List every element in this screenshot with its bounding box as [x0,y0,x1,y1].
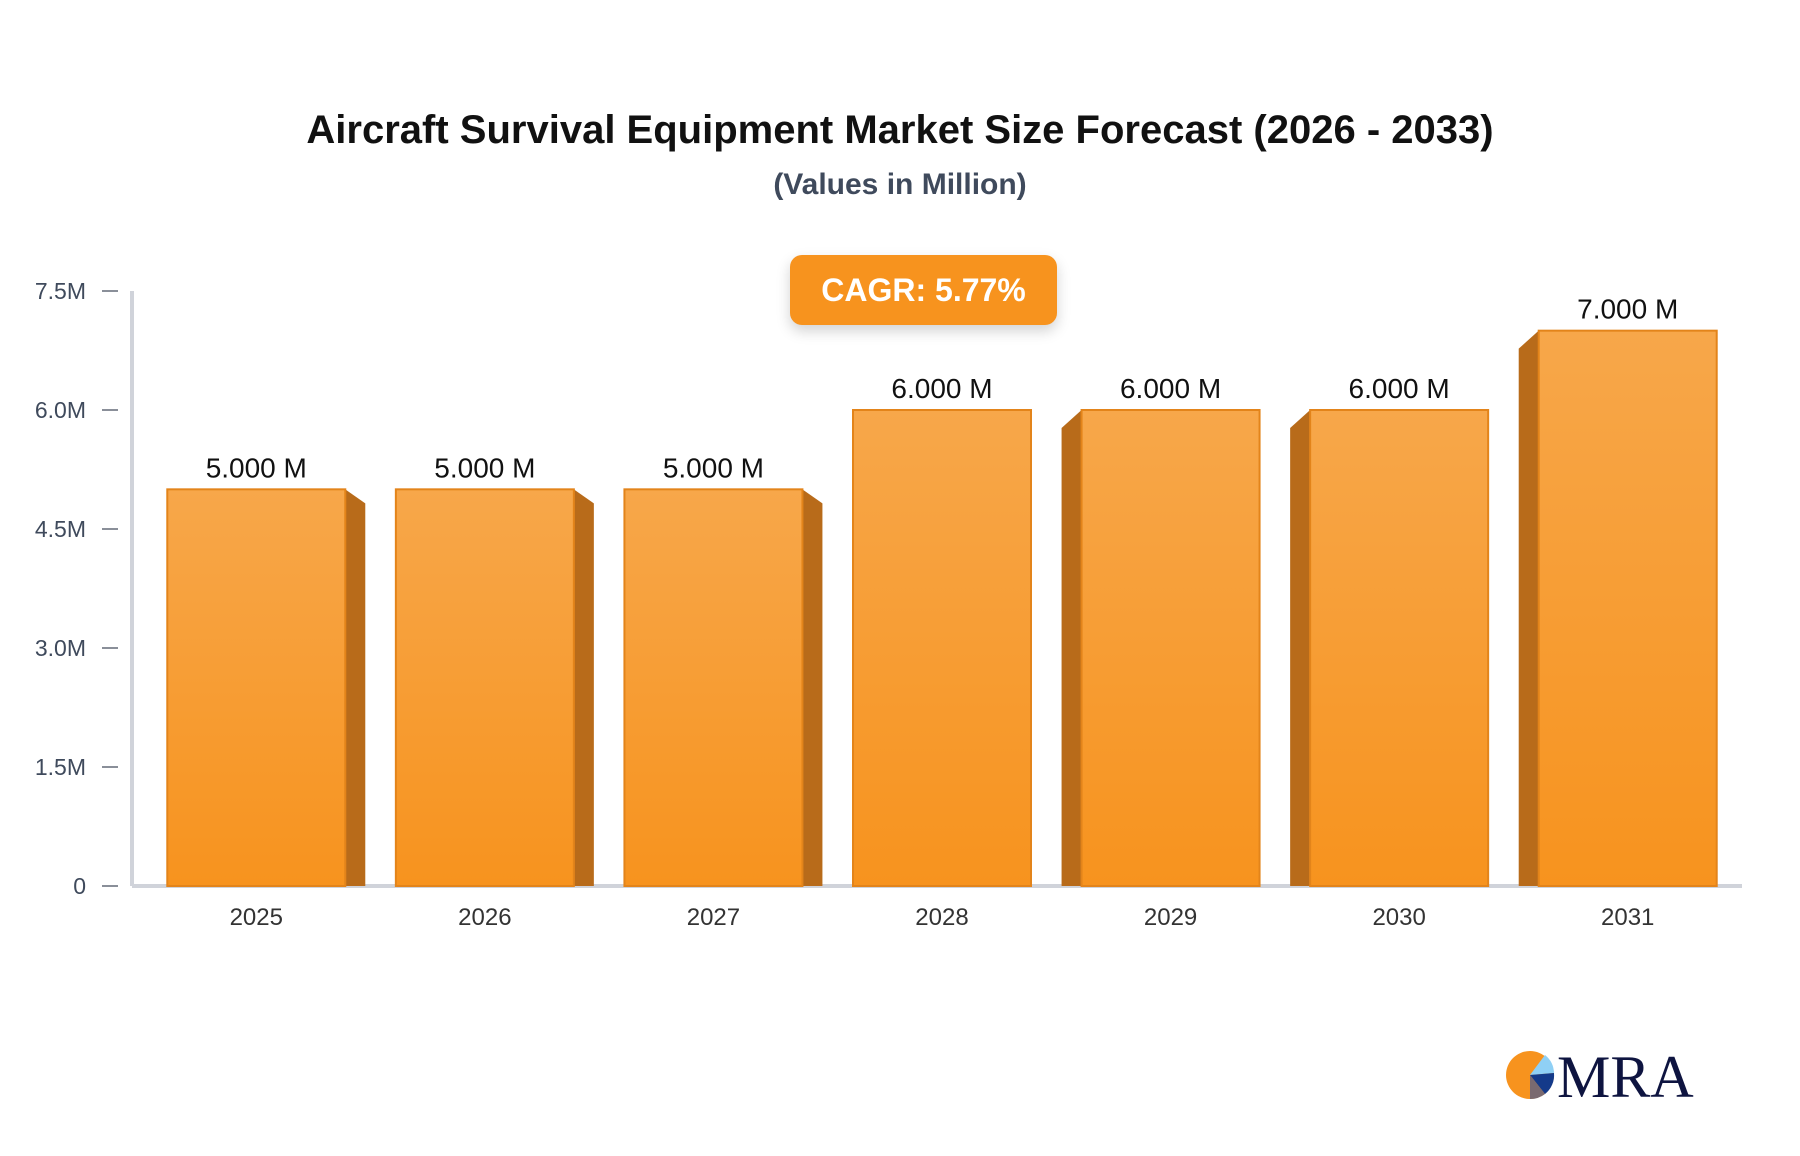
bar-side [573,489,594,886]
y-tick-label: 4.5M [35,516,86,542]
x-tick-label: 2028 [915,904,968,931]
cagr-badge: CAGR: 5.77% [790,255,1057,325]
data-label: 5.000 M [434,452,535,483]
bar-2028 [852,409,1032,887]
x-tick-label: 2031 [1601,904,1654,931]
y-tick-label: 7.5M [35,278,86,304]
x-tick-label: 2030 [1372,904,1425,931]
bar-2029 [1080,409,1261,887]
mra-logo: MRA [1505,1040,1705,1110]
data-label: 7.000 M [1577,294,1678,325]
x-tick-label: 2025 [230,904,283,931]
data-label: 5.000 M [663,452,764,483]
bar-2027 [623,488,804,887]
x-tick-label: 2029 [1144,904,1197,931]
y-tick-label: 1.5M [35,754,86,780]
bar-side [802,489,823,886]
x-tick-label: 2027 [687,904,740,931]
bar-2031 [1537,329,1718,887]
chart-title: Aircraft Survival Equipment Market Size … [306,108,1494,152]
bar-side [1061,410,1082,886]
data-label: 5.000 M [206,452,307,483]
data-label: 6.000 M [891,373,992,404]
bar-side [345,489,366,886]
x-tick-label: 2026 [458,904,511,931]
data-label: 6.000 M [1120,373,1221,404]
y-tick-label: 0 [73,873,86,899]
bar-2025 [166,488,347,887]
data-label: 6.000 M [1349,373,1450,404]
y-tick-label: 3.0M [35,635,86,661]
bar-side [1518,330,1539,887]
chart-subtitle: (Values in Million) [773,168,1027,201]
bar-2026 [394,488,575,887]
bar-2030 [1309,409,1490,887]
bar-side [1290,410,1311,886]
y-tick-label: 6.0M [35,397,86,423]
svg-text:MRA: MRA [1557,1044,1694,1110]
